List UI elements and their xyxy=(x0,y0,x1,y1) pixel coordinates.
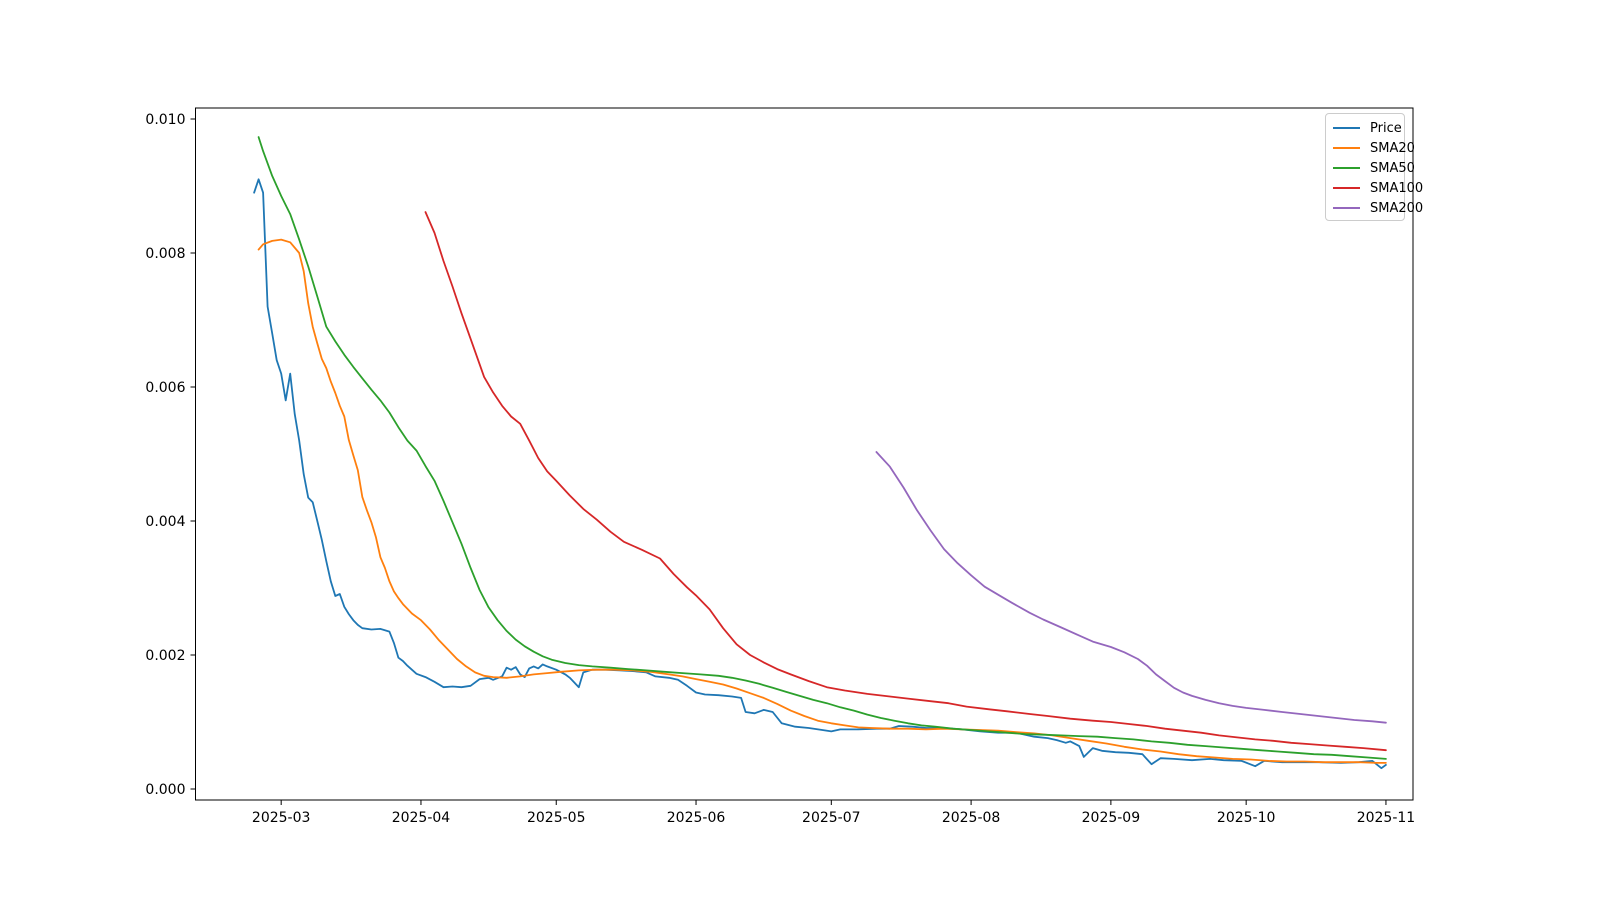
x-tick-label: 2025-10 xyxy=(1217,810,1276,826)
legend-entry: SMA200 xyxy=(1326,198,1423,218)
plot-frame xyxy=(195,107,1414,801)
sma200-line-swatch-icon xyxy=(1333,207,1360,209)
series-line-sma50 xyxy=(257,136,1387,760)
x-tick-label: 2025-03 xyxy=(252,810,311,826)
y-tick-label: 0.008 xyxy=(145,246,185,262)
y-tick-label: 0.010 xyxy=(145,112,185,128)
x-tick-label: 2025-05 xyxy=(527,810,586,826)
legend-label: SMA100 xyxy=(1370,180,1424,196)
legend-entry: SMA100 xyxy=(1326,178,1423,198)
x-tick-label: 2025-08 xyxy=(942,810,1001,826)
x-tick-label: 2025-04 xyxy=(392,810,451,826)
sma100-line-swatch-icon xyxy=(1333,187,1360,189)
y-tick-label: 0.006 xyxy=(145,380,185,396)
legend-label: SMA50 xyxy=(1370,160,1415,176)
series-line-sma100 xyxy=(424,211,1387,752)
sma50-line-swatch-icon xyxy=(1333,167,1360,169)
legend-entry: Price xyxy=(1326,118,1404,138)
series-line-sma20 xyxy=(257,238,1387,764)
legend-label: SMA200 xyxy=(1370,200,1424,216)
y-tick-label: 0.000 xyxy=(145,782,185,798)
sma20-line-swatch-icon xyxy=(1333,147,1360,149)
x-tick-label: 2025-07 xyxy=(802,810,861,826)
legend-entry: SMA50 xyxy=(1326,158,1415,178)
price-line-swatch-icon xyxy=(1333,127,1360,129)
legend-label: SMA20 xyxy=(1370,140,1415,156)
legend-entry: SMA20 xyxy=(1326,138,1415,158)
legend: Price SMA20 SMA50 SMA100 SMA200 xyxy=(1325,113,1423,221)
y-tick-label: 0.004 xyxy=(145,514,185,530)
x-tick-label: 2025-09 xyxy=(1082,810,1141,826)
x-tick-label: 2025-11 xyxy=(1357,810,1416,826)
series-line-price xyxy=(253,178,1387,770)
x-tick-label: 2025-06 xyxy=(667,810,726,826)
series-line-sma200 xyxy=(875,451,1387,724)
legend-label: Price xyxy=(1370,120,1402,136)
y-tick-label: 0.002 xyxy=(145,648,185,664)
